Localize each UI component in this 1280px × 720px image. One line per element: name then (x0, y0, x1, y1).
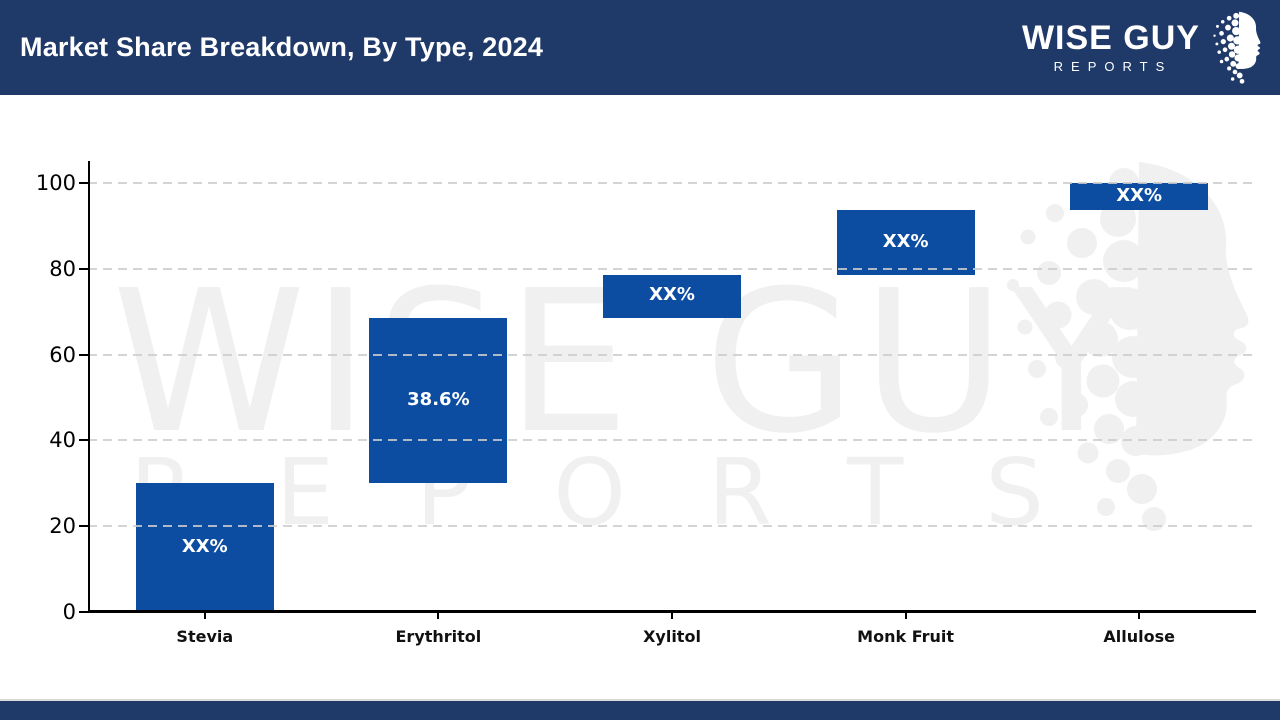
x-tick-mark (437, 612, 440, 619)
bar-monk-fruit (836, 210, 975, 275)
bar-value-label: XX% (649, 284, 695, 306)
bar-value-label: 38.6% (407, 388, 470, 410)
gridline (88, 525, 1256, 528)
gridline (88, 439, 1256, 442)
logo-wordmark: WISE GUY (1021, 19, 1200, 57)
y-tick-label: 0 (62, 600, 76, 624)
x-tick-label: Erythritol (395, 627, 482, 646)
y-tick-mark (79, 182, 88, 184)
y-tick-label: 20 (49, 514, 76, 539)
x-tick-label: Allulose (1103, 627, 1175, 646)
x-tick-mark (671, 612, 673, 619)
bar-xylitol (603, 274, 741, 318)
gridline (88, 353, 1256, 356)
header-bar: Market Share Breakdown, By Type, 2024 WI… (0, 0, 1280, 95)
gridline (88, 267, 1256, 270)
x-tick-label: Xylitol (643, 627, 701, 646)
x-tick-mark (904, 612, 907, 619)
bottom-divider (0, 699, 1280, 701)
x-tick-label: Stevia (176, 627, 234, 646)
y-tick-mark (79, 267, 88, 270)
y-tick-mark (79, 525, 88, 528)
logo-text: WISE GUY REPORTS (1022, 21, 1200, 74)
gridline (88, 182, 1256, 184)
bar-stevia (135, 483, 274, 612)
y-tick-label: 40 (49, 428, 76, 453)
brand-logo: WISE GUY REPORTS (1022, 10, 1266, 86)
bar-erythritol (369, 317, 508, 484)
plot-area: 0 20 40 60 80 100 XX% Stevia 38.6% Erythritol XX% X… (36, 161, 1256, 646)
y-axis-line (88, 161, 90, 612)
y-tick-label: 80 (49, 256, 76, 281)
page-title: Market Share Breakdown, By Type, 2024 (20, 32, 544, 62)
bar-value-label: XX% (1116, 184, 1163, 206)
y-tick-mark (79, 439, 88, 442)
footer-bar (0, 701, 1280, 720)
x-tick-mark (1138, 612, 1141, 619)
logo-subtext: REPORTS (1053, 59, 1173, 74)
bar-value-label: XX% (882, 230, 929, 252)
y-tick-mark (79, 611, 88, 613)
logo-head-icon (1213, 11, 1261, 84)
chart-area: WISE GUY REPORTS (0, 95, 1280, 699)
x-tick-label: Monk Fruit (857, 627, 955, 646)
y-tick-mark (79, 353, 88, 356)
bar-value-label: XX% (181, 535, 228, 557)
y-tick-label: 60 (49, 342, 76, 367)
x-axis-line (88, 610, 1256, 613)
x-tick-mark (203, 612, 206, 619)
y-tick-label: 100 (35, 171, 76, 195)
